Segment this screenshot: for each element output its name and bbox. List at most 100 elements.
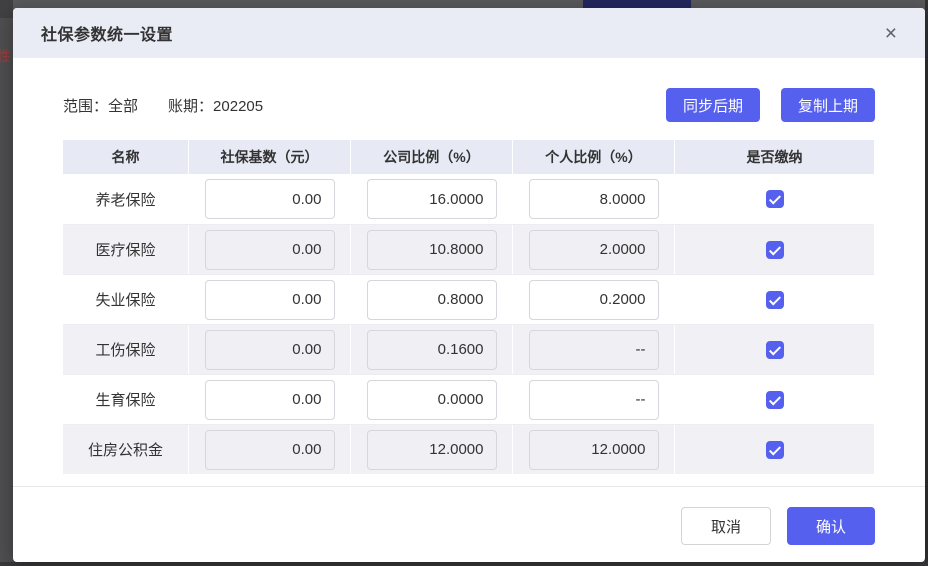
filters: 范围：全部 账期：202205 xyxy=(63,95,263,116)
personal-ratio-input[interactable] xyxy=(528,429,659,470)
social-insurance-settings-dialog: 社保参数统一设置 × 范围：全部 账期：202205 同步后期 复制上期 名称 … xyxy=(13,8,925,562)
header-company-ratio: 公司比例（%） xyxy=(351,140,513,174)
base-amount-input-cell xyxy=(189,275,351,324)
header-base: 社保基数（元） xyxy=(189,140,351,174)
header-name: 名称 xyxy=(63,140,189,174)
base-amount-input-cell xyxy=(189,174,351,224)
insurance-name-cell: 生育保险 xyxy=(63,375,189,424)
personal-ratio-input[interactable] xyxy=(528,279,659,320)
close-icon[interactable]: × xyxy=(884,21,897,45)
is-paid-checkbox[interactable] xyxy=(765,240,784,259)
company-ratio-input-cell xyxy=(351,425,513,474)
background-partial-text: 性 xyxy=(0,48,11,64)
is-paid-checkbox[interactable] xyxy=(765,390,784,409)
footer-divider xyxy=(13,486,925,487)
company-ratio-input-cell xyxy=(351,325,513,374)
base-amount-input-cell xyxy=(189,375,351,424)
scope-filter: 范围：全部 xyxy=(63,95,138,116)
copy-previous-period-button[interactable]: 复制上期 xyxy=(780,88,875,122)
personal-ratio-input-cell xyxy=(513,174,675,224)
insurance-name-cell: 住房公积金 xyxy=(63,425,189,474)
insurance-name-cell: 失业保险 xyxy=(63,275,189,324)
dialog-header: 社保参数统一设置 × xyxy=(13,8,925,58)
is-paid-cell xyxy=(675,174,874,224)
personal-ratio-input-cell xyxy=(513,225,675,274)
table-row: 养老保险 xyxy=(63,174,874,224)
company-ratio-input-cell xyxy=(351,375,513,424)
base-amount-input[interactable] xyxy=(204,379,335,420)
base-amount-input[interactable] xyxy=(204,179,335,219)
header-personal-ratio: 个人比例（%） xyxy=(513,140,675,174)
background-corner xyxy=(0,0,13,18)
company-ratio-input-cell xyxy=(351,225,513,274)
is-paid-cell xyxy=(675,325,874,374)
company-ratio-input-cell xyxy=(351,275,513,324)
background-topbar xyxy=(0,0,928,9)
background-left-strip: 性 xyxy=(0,0,13,566)
is-paid-checkbox[interactable] xyxy=(765,440,784,459)
is-paid-checkbox[interactable] xyxy=(765,190,784,208)
is-paid-cell xyxy=(675,425,874,474)
background-right-strip xyxy=(925,0,928,566)
table-row: 住房公积金 xyxy=(63,424,874,474)
base-amount-input[interactable] xyxy=(204,429,335,470)
period-value: 202205 xyxy=(213,97,264,115)
personal-ratio-input[interactable] xyxy=(528,379,659,420)
company-ratio-input[interactable] xyxy=(366,229,497,270)
insurance-name-cell: 养老保险 xyxy=(63,174,189,224)
table-row: 医疗保险 xyxy=(63,224,874,274)
insurance-name: 养老保险 xyxy=(95,191,156,209)
personal-ratio-input[interactable] xyxy=(528,179,659,219)
table-row: 失业保险 xyxy=(63,274,874,324)
insurance-name-cell: 医疗保险 xyxy=(63,225,189,274)
header-is-paid: 是否缴纳 xyxy=(746,149,803,165)
base-amount-input-cell xyxy=(189,225,351,274)
personal-ratio-input-cell xyxy=(513,425,675,474)
personal-ratio-input-cell xyxy=(513,375,675,424)
is-paid-checkbox[interactable] xyxy=(765,290,784,309)
table-row: 工伤保险 xyxy=(63,324,874,374)
scope-value: 全部 xyxy=(108,97,139,115)
company-ratio-input[interactable] xyxy=(366,279,497,320)
insurance-parameters-table: 名称 社保基数（元） 公司比例（%） 个人比例（%） 是否缴纳 养老保险医疗保险… xyxy=(63,140,874,474)
base-amount-input-cell xyxy=(189,425,351,474)
is-paid-cell xyxy=(675,275,874,324)
background-bottom-strip xyxy=(0,562,928,566)
scope-label: 范围： xyxy=(63,97,109,115)
cancel-button[interactable]: 取消 xyxy=(681,507,771,545)
insurance-name-cell: 工伤保险 xyxy=(63,325,189,374)
toolbar-buttons: 同步后期 复制上期 xyxy=(665,88,875,122)
company-ratio-input-cell xyxy=(351,174,513,224)
dialog-body: 范围：全部 账期：202205 同步后期 复制上期 名称 社保基数（元） 公司比… xyxy=(13,88,925,545)
insurance-name: 失业保险 xyxy=(95,292,156,309)
base-amount-input[interactable] xyxy=(204,279,335,320)
dialog-title: 社保参数统一设置 xyxy=(41,27,174,44)
company-ratio-input[interactable] xyxy=(366,379,497,420)
personal-ratio-input[interactable] xyxy=(528,329,659,370)
confirm-button[interactable]: 确认 xyxy=(787,507,875,545)
insurance-name: 医疗保险 xyxy=(95,242,156,259)
period-filter: 账期：202205 xyxy=(168,95,263,116)
company-ratio-input[interactable] xyxy=(366,329,497,370)
base-amount-input-cell xyxy=(189,325,351,374)
table-body: 养老保险医疗保险失业保险工伤保险生育保险住房公积金 xyxy=(63,174,874,474)
is-paid-cell xyxy=(675,375,874,424)
company-ratio-input[interactable] xyxy=(366,429,497,470)
dialog-footer: 取消 确认 xyxy=(63,507,875,545)
sync-next-period-button[interactable]: 同步后期 xyxy=(665,88,760,122)
background-topbar-accent xyxy=(583,0,691,9)
is-paid-checkbox[interactable] xyxy=(765,340,784,359)
insurance-name: 生育保险 xyxy=(95,392,156,409)
table-header-row: 名称 社保基数（元） 公司比例（%） 个人比例（%） 是否缴纳 xyxy=(63,140,874,174)
insurance-name: 住房公积金 xyxy=(87,442,163,459)
personal-ratio-input[interactable] xyxy=(528,229,659,270)
company-ratio-input[interactable] xyxy=(366,179,497,219)
is-paid-cell xyxy=(675,225,874,274)
base-amount-input[interactable] xyxy=(204,229,335,270)
dialog-toolbar: 范围：全部 账期：202205 同步后期 复制上期 xyxy=(63,88,875,122)
insurance-name: 工伤保险 xyxy=(95,342,156,359)
base-amount-input[interactable] xyxy=(204,329,335,370)
table-row: 生育保险 xyxy=(63,374,874,424)
personal-ratio-input-cell xyxy=(513,325,675,374)
period-label: 账期： xyxy=(168,97,214,115)
